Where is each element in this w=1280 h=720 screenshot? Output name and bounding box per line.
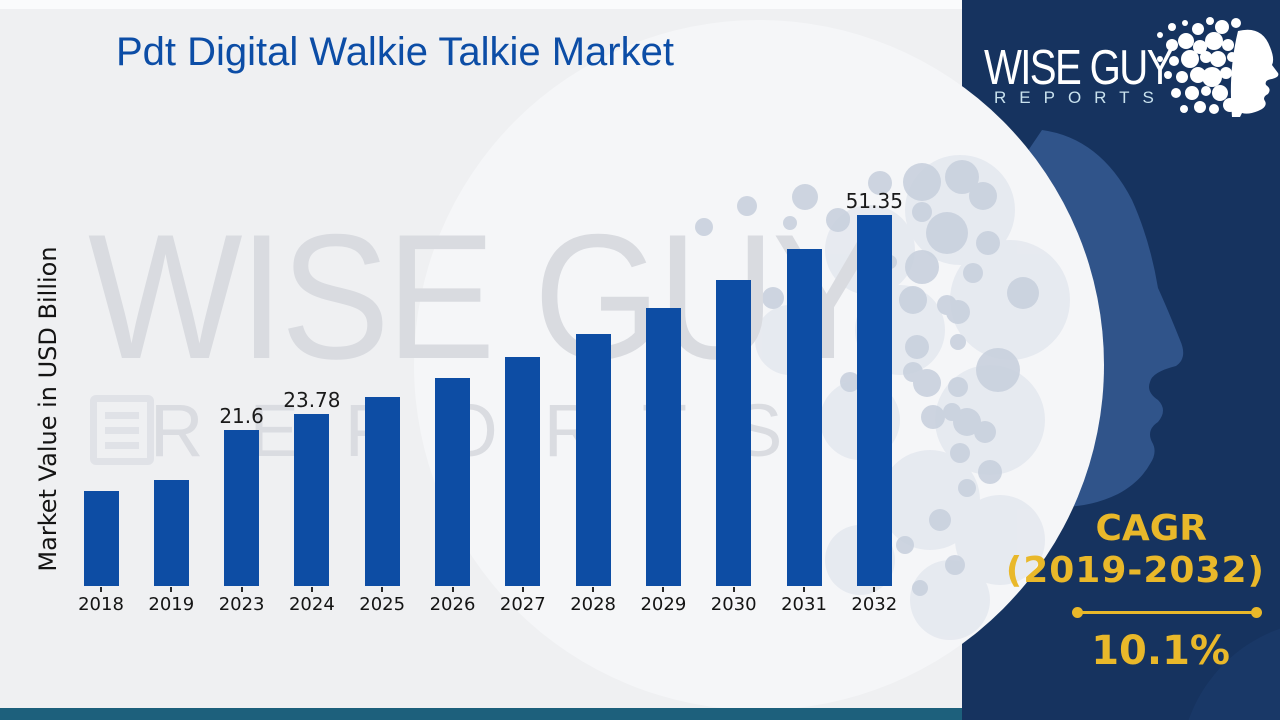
x-label-2031: 2031 (781, 594, 827, 615)
bar-2032 (856, 215, 892, 586)
x-tick-2019 (170, 587, 173, 592)
x-label-2029: 2029 (640, 594, 687, 615)
value-label-2023: 21.6 (219, 403, 264, 428)
bar-2031 (786, 249, 822, 586)
x-tick-2018 (100, 587, 102, 592)
x-label-2027: 2027 (499, 594, 546, 615)
cagr-value: 10.1% (1091, 628, 1230, 674)
chart-title: Pdt Digital Walkie Talkie Market (116, 30, 674, 74)
bar-2018 (83, 491, 119, 586)
x-label-2023: 2023 (218, 594, 265, 615)
bar-2019 (153, 479, 189, 586)
x-tick-2031 (803, 587, 805, 592)
bar-2027 (505, 356, 541, 586)
bar-chart: Pdt Digital Walkie Talkie Market Market … (34, 30, 903, 615)
x-label-2032: 2032 (851, 594, 898, 615)
value-label-2024: 23.78 (283, 388, 341, 413)
x-label-2025: 2025 (359, 594, 406, 615)
x-tick-2029 (662, 587, 665, 592)
top-strip (0, 0, 962, 9)
cagr-divider-line (1072, 607, 1262, 618)
x-label-2018: 2018 (78, 594, 124, 615)
x-tick-2024 (310, 587, 313, 592)
bar-2025 (364, 396, 400, 586)
bar-2030 (716, 280, 752, 586)
bars-group: 2018 2019 2023 21.6 2024 23.78 2025 2026 2027 202… (78, 189, 903, 615)
bar-2029 (645, 308, 681, 586)
logo-face-icon (1157, 17, 1279, 117)
cagr-heading: CAGR (1095, 508, 1207, 549)
x-label-2019: 2019 (148, 594, 195, 615)
x-tick-2032 (873, 587, 876, 592)
x-tick-2025 (381, 587, 384, 592)
x-tick-2028 (592, 587, 595, 592)
x-tick-2027 (521, 587, 524, 592)
value-label-2032: 51.35 (845, 189, 903, 213)
watermark-document-icon (90, 395, 154, 465)
x-label-2026: 2026 (429, 594, 476, 615)
logo-wiseguy-text: WISE GUY (984, 41, 1173, 95)
x-label-2028: 2028 (570, 594, 616, 615)
x-label-2024: 2024 (288, 594, 335, 615)
bar-2026 (435, 377, 470, 586)
logo-reports-text: REPORTS (994, 88, 1167, 107)
bar-2028 (575, 333, 611, 586)
side-panel-content: WISE GUY REPORTS (962, 0, 1280, 720)
bottom-strip (0, 708, 962, 720)
bar-2023 (224, 429, 260, 586)
x-tick-2030 (732, 587, 735, 592)
x-tick-2023 (240, 587, 243, 592)
cagr-range: (2019-2032) (1005, 550, 1265, 591)
bar-2024 (294, 414, 330, 586)
x-tick-2026 (451, 587, 454, 592)
x-label-2030: 2030 (710, 594, 757, 615)
